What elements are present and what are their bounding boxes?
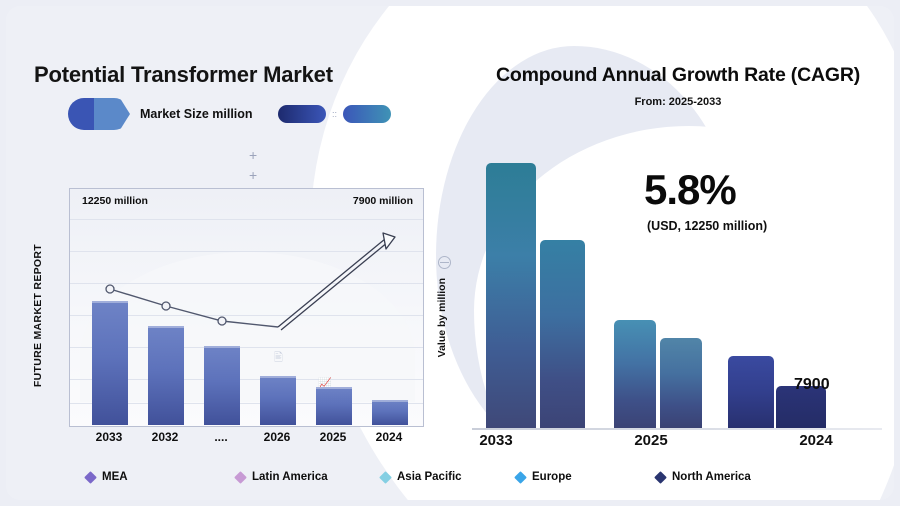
axis-tick-label: 2032: [151, 430, 179, 444]
axis-tick-label: 2033: [95, 430, 123, 444]
pill-teal: [343, 105, 392, 123]
axis-tick-label: 2025: [319, 430, 347, 444]
table-row: [486, 163, 536, 428]
axis-tick-label: 2025: [634, 432, 668, 449]
table-row: [660, 338, 702, 428]
legend-item-north-america[interactable]: North America: [654, 470, 751, 484]
table-row: [540, 240, 585, 428]
brand-label: Market Size million: [140, 107, 253, 121]
right-panel-subtitle: From: 2025-2033: [634, 96, 722, 108]
document-icon: 🖹: [274, 352, 283, 364]
table-row: [316, 387, 352, 425]
legend-label: North America: [672, 471, 751, 483]
legend-marker-icon: [234, 470, 247, 484]
legend-marker-icon: [379, 470, 392, 484]
table-row: [614, 320, 656, 428]
value-label-end: 7900 million: [352, 195, 413, 207]
minus-circle-icon: [438, 256, 451, 269]
left-chart-bars: [70, 187, 423, 426]
table-row: [372, 400, 408, 425]
table-row: [204, 346, 240, 425]
infographic-card: Potential Transformer Market Market Size…: [6, 6, 894, 500]
right-chart-axis-label: Value by million: [436, 278, 448, 358]
pill-navy: [278, 105, 326, 123]
table-row: [776, 386, 826, 428]
axis-tick-label: ....: [214, 430, 228, 444]
legend-item-mea[interactable]: MEA: [84, 470, 236, 484]
right-panel-title: Compound Annual Growth Rate (CAGR): [495, 64, 861, 86]
page-title: Potential Transformer Market: [34, 62, 333, 87]
axis-tick-label: 2024: [799, 432, 833, 449]
decorative-pill-row: ::: [278, 105, 392, 123]
legend: MEA Latin America Asia Pacific Europe No…: [84, 470, 806, 484]
cagr-value: 5.8%: [644, 166, 737, 213]
right-chart-bars: [466, 156, 886, 428]
legend-label: Latin America: [252, 471, 328, 483]
legend-marker-icon: [84, 470, 97, 484]
axis-tick-label: 2026: [263, 430, 291, 444]
axis-tick-label: 2033: [479, 432, 513, 449]
value-label-start: 12250 million: [82, 195, 148, 207]
axis-tick-label: 2024: [375, 430, 403, 444]
left-chart-plot-area: 12250 million 7900 million 🖹 📈: [69, 188, 424, 427]
legend-label: Europe: [532, 471, 572, 483]
right-chart-baseline: [472, 428, 882, 430]
legend-marker-icon: [514, 470, 527, 484]
left-chart-x-axis: 2033 2032 .... 2026 2025 2024: [69, 430, 424, 452]
table-row: [148, 326, 184, 425]
left-chart-overlay-line: [105, 232, 396, 331]
cagr-note: (USD, 12250 million): [647, 219, 768, 233]
table-row: [728, 356, 774, 428]
growth-arrow-icon: [277, 232, 396, 331]
table-row: [260, 376, 296, 425]
callout-value: 7900: [794, 376, 830, 393]
two-tone-hexagon-logo-icon: [68, 98, 130, 130]
legend-item-europe[interactable]: Europe: [514, 470, 656, 484]
left-chart-axis-label: FUTURE MARKET REPORT: [32, 244, 44, 388]
brand-row: Market Size million: [68, 98, 253, 130]
legend-item-asia-pacific[interactable]: Asia Pacific: [379, 470, 516, 484]
pill-separator: ::: [332, 109, 338, 119]
legend-marker-icon: [654, 470, 667, 484]
plus-icon: +: [249, 167, 258, 183]
plus-icon: +: [249, 147, 258, 163]
legend-label: MEA: [102, 471, 128, 483]
table-row: [92, 301, 128, 425]
legend-label: Asia Pacific: [397, 471, 462, 483]
legend-item-latin-america[interactable]: Latin America: [234, 470, 381, 484]
